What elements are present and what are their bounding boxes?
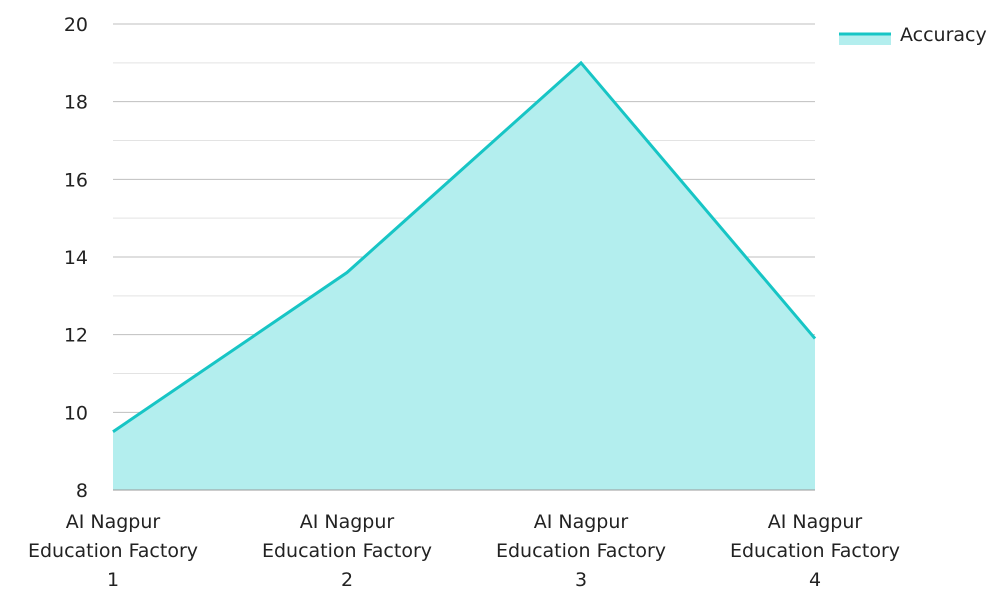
x-tick-label: AI Nagpur Education Factory 3	[496, 511, 666, 591]
x-tick-label: AI Nagpur Education Factory 2	[262, 511, 432, 591]
legend: Accuracy	[839, 24, 987, 46]
legend-label: Accuracy	[900, 24, 987, 46]
y-tick-label: 10	[64, 402, 88, 424]
y-tick-label: 14	[64, 247, 88, 269]
y-axis-tick-labels: 8 10 12 14 16 18 20	[64, 14, 88, 502]
series-area-layer	[112, 60, 817, 490]
x-tick-label: AI Nagpur Education Factory 1	[28, 511, 198, 591]
accuracy-area-fill	[113, 62, 815, 490]
y-tick-label: 12	[64, 325, 88, 347]
y-tick-label: 16	[64, 169, 88, 191]
legend-swatch	[839, 33, 891, 45]
y-tick-label: 18	[64, 92, 88, 114]
y-tick-label: 8	[76, 480, 88, 502]
y-tick-label: 20	[64, 14, 88, 36]
accuracy-line	[112, 60, 817, 433]
x-tick-label: AI Nagpur Education Factory 4	[730, 511, 900, 591]
x-axis-tick-labels: AI Nagpur Education Factory 1 AI Nagpur Educ…	[28, 511, 900, 591]
